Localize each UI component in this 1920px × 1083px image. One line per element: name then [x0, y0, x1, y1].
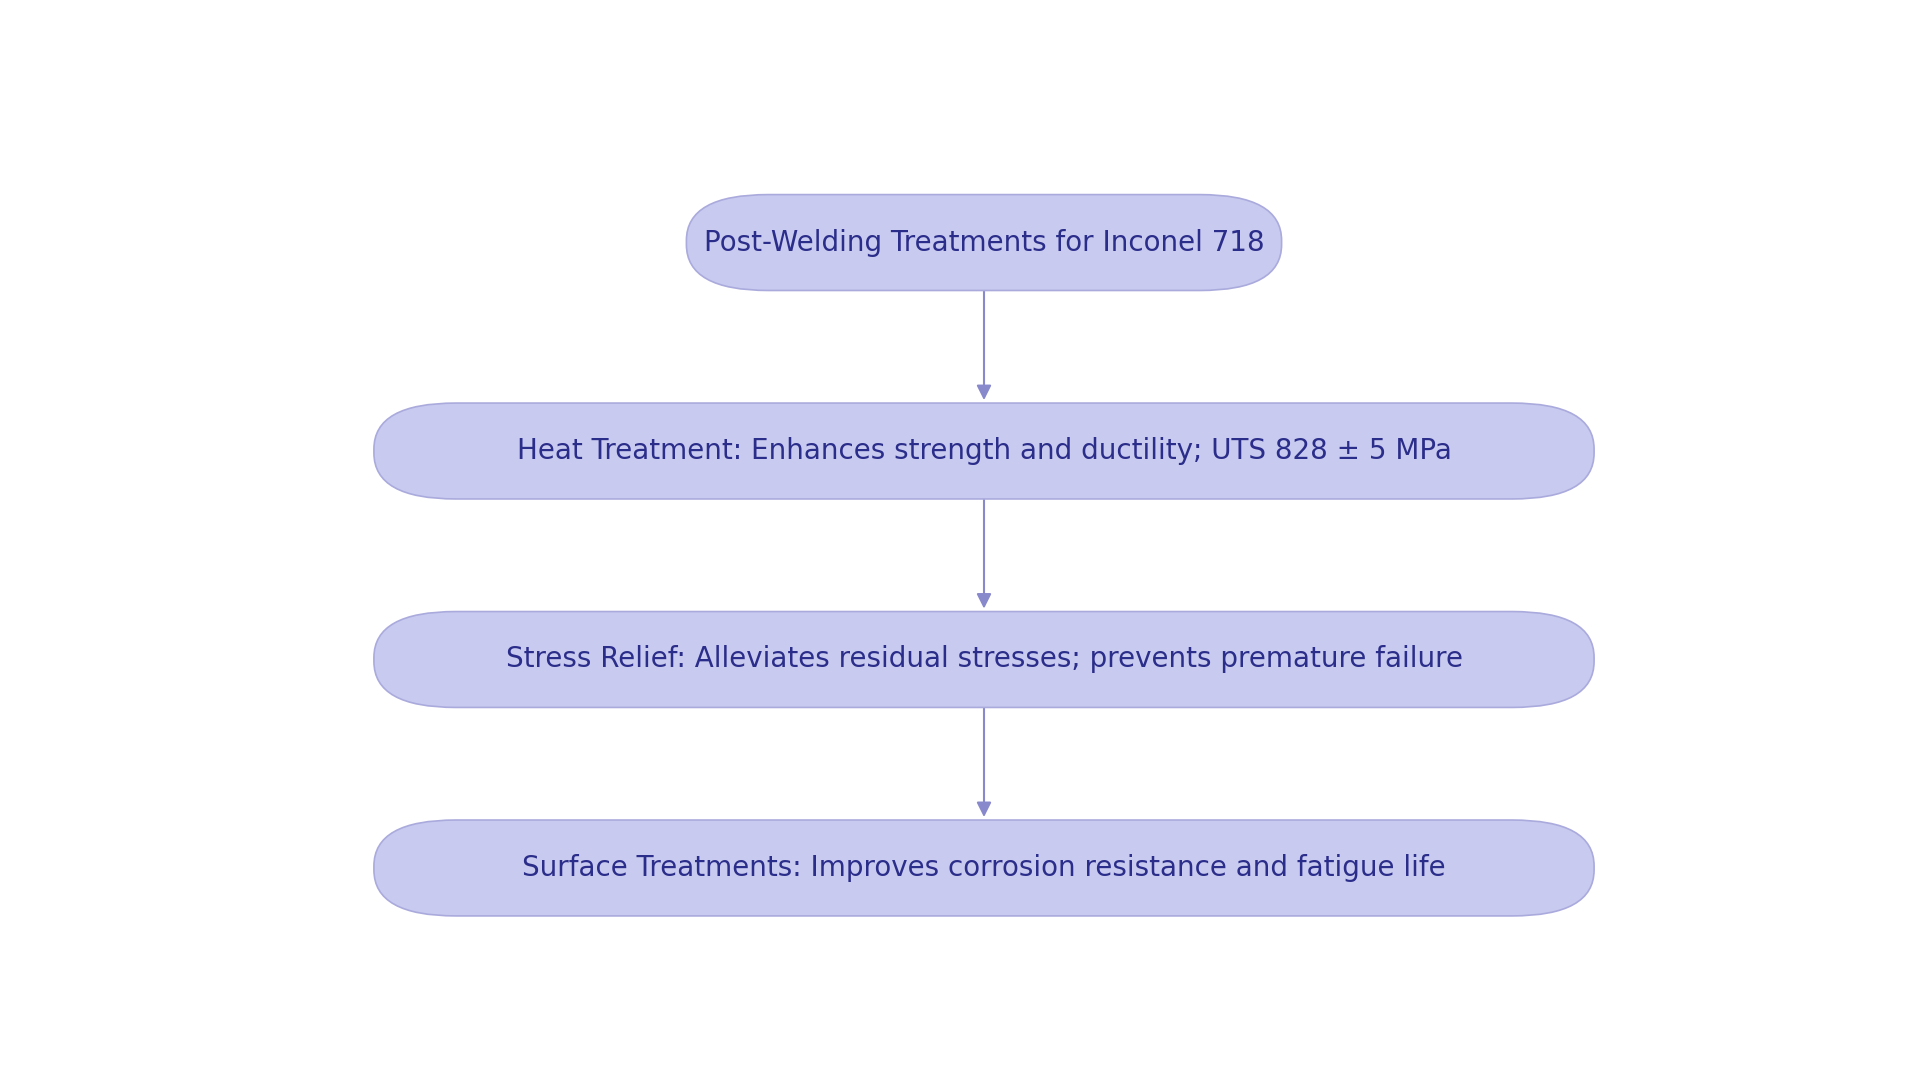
Text: Stress Relief: Alleviates residual stresses; prevents premature failure: Stress Relief: Alleviates residual stres…: [505, 645, 1463, 674]
Text: Post-Welding Treatments for Inconel 718: Post-Welding Treatments for Inconel 718: [705, 229, 1263, 257]
FancyBboxPatch shape: [374, 403, 1594, 499]
FancyBboxPatch shape: [374, 820, 1594, 916]
Text: Surface Treatments: Improves corrosion resistance and fatigue life: Surface Treatments: Improves corrosion r…: [522, 854, 1446, 882]
FancyBboxPatch shape: [687, 195, 1283, 290]
FancyBboxPatch shape: [374, 612, 1594, 707]
Text: Heat Treatment: Enhances strength and ductility; UTS 828 ± 5 MPa: Heat Treatment: Enhances strength and du…: [516, 438, 1452, 465]
